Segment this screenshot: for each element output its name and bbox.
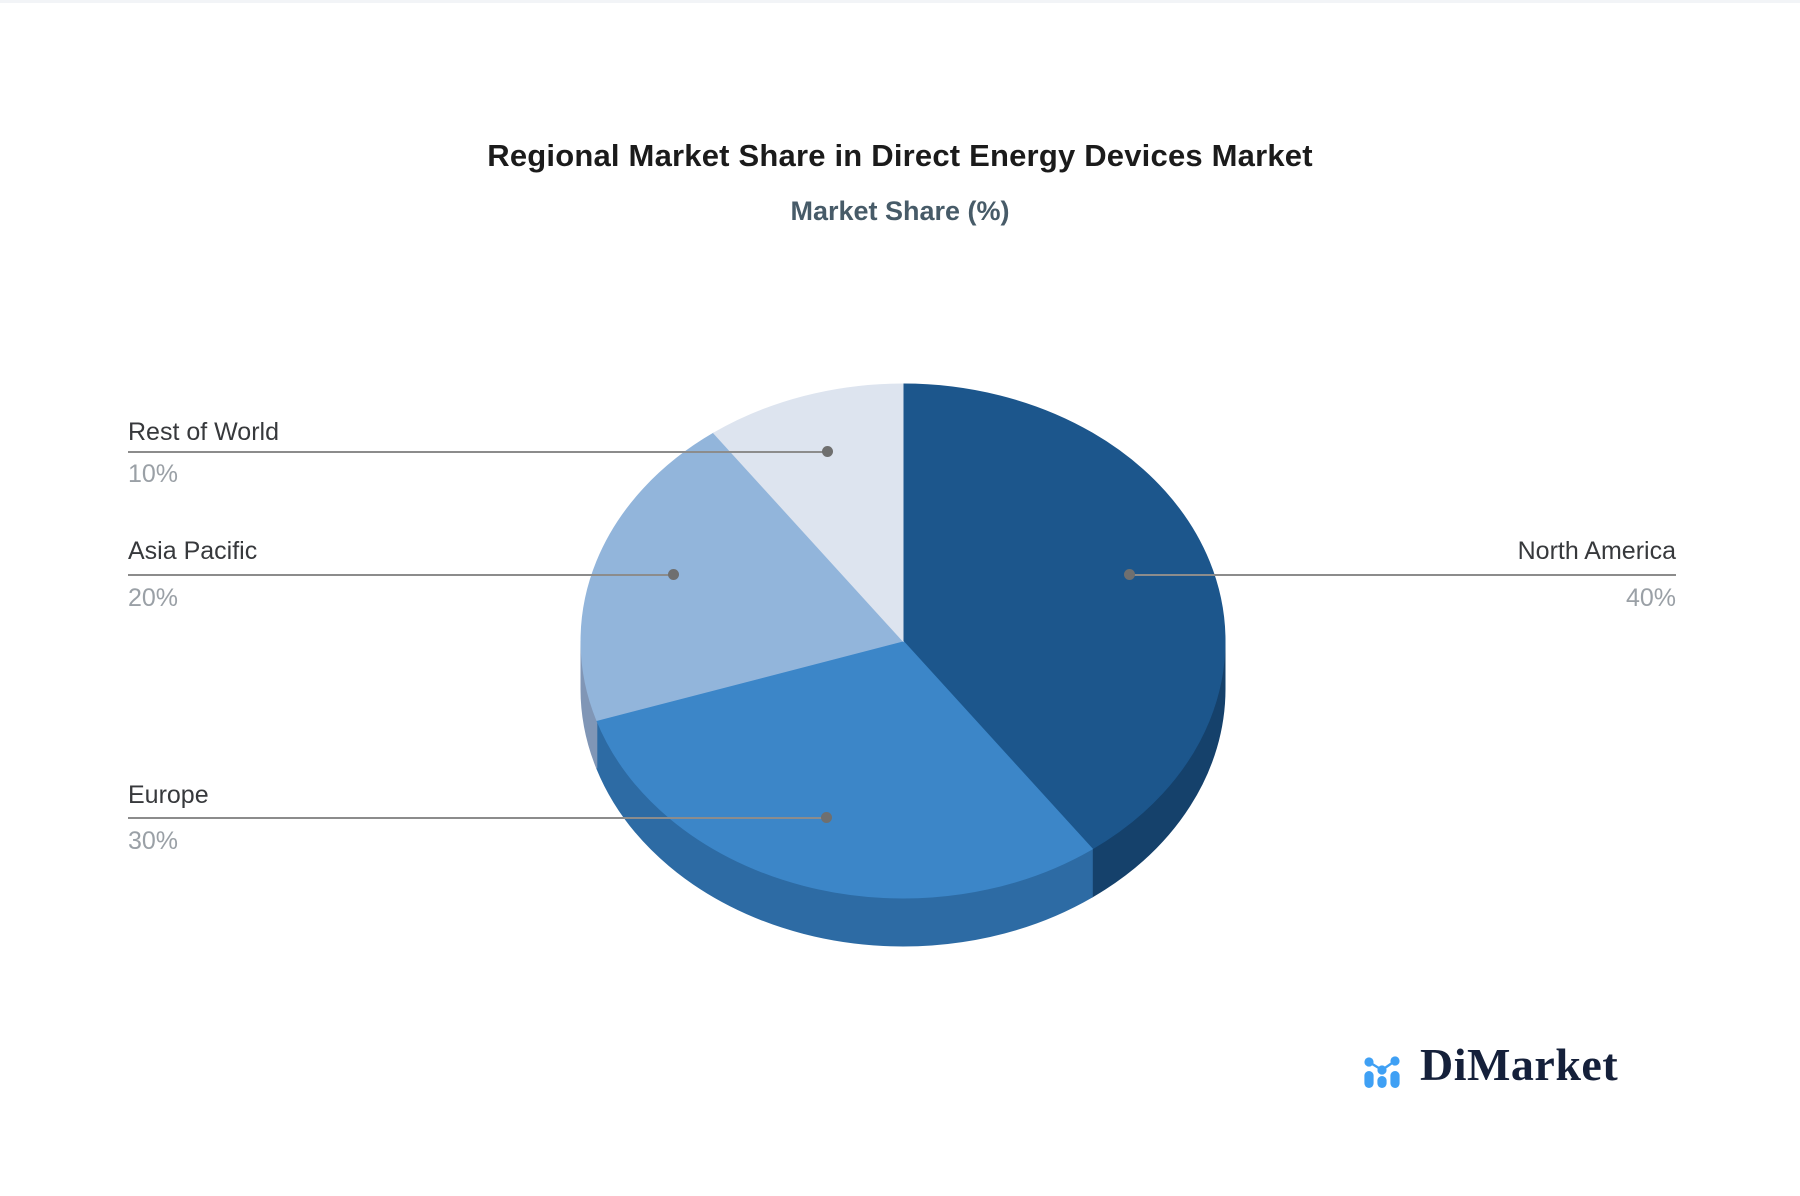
- brand-logo: DiMarket: [1362, 1042, 1618, 1088]
- pie-slice-rest-of-world[interactable]: [712, 383, 904, 643]
- slice-label-asia-pacific: Asia Pacific: [128, 537, 258, 565]
- chart-subtitle: Market Share (%): [790, 196, 1010, 226]
- pie-slice-europe[interactable]: [596, 640, 1094, 899]
- leader-line-rest-of-world: [128, 451, 827, 453]
- slice-label-europe: Europe: [128, 781, 209, 809]
- leader-dot-rest-of-world: [822, 446, 833, 457]
- slice-value-rest-of-world: 10%: [128, 460, 179, 488]
- leader-line-north-america: [1129, 574, 1676, 576]
- leader-line-europe: [128, 817, 826, 819]
- slice-label-north-america: North America: [1517, 537, 1676, 565]
- leader-dot-asia-pacific: [668, 569, 679, 580]
- slice-label-rest-of-world: Rest of World: [128, 418, 279, 446]
- slice-value-north-america: 40%: [1625, 584, 1676, 612]
- slice-value-asia-pacific: 20%: [128, 584, 179, 612]
- brand-name: DiMarket: [1420, 1039, 1619, 1090]
- pie-slice-north-america[interactable]: [902, 383, 1226, 850]
- pie-slice-asia-pacific[interactable]: [580, 432, 904, 721]
- leader-dot-europe: [821, 812, 832, 823]
- leader-line-asia-pacific: [128, 574, 673, 576]
- window-top-edge: [0, 0, 1800, 3]
- leader-dot-north-america: [1124, 569, 1135, 580]
- chart-title: Regional Market Share in Direct Energy D…: [487, 138, 1313, 173]
- bar-chart-logo-icon: [1364, 1056, 1400, 1088]
- slice-value-europe: 30%: [128, 827, 179, 855]
